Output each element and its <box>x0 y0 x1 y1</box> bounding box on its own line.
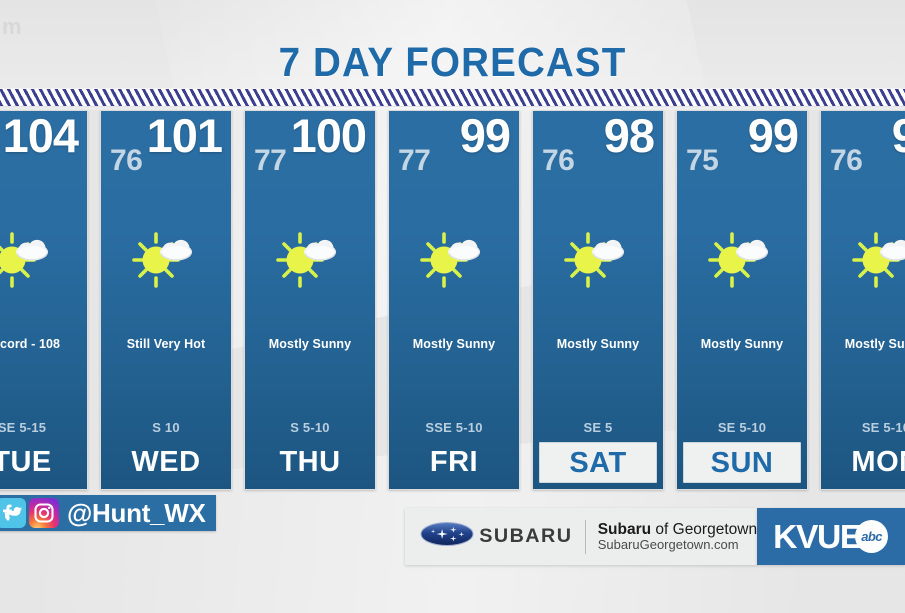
social-handle-text: @Hunt_WX <box>67 497 206 528</box>
temperature-group: 99 77 <box>389 110 519 185</box>
sun-behind-cloud-icon <box>245 216 375 302</box>
subaru-wordmark: SUBARU <box>479 525 573 547</box>
sun-behind-cloud-icon <box>677 216 807 302</box>
instagram-icon[interactable] <box>29 498 59 528</box>
forecast-day-column: 99 76 Mostly Sunny SE 5-10 MON <box>820 110 905 490</box>
low-temperature: 77 <box>398 144 431 177</box>
kvue-logo[interactable]: KVUE abc <box>757 508 905 565</box>
wind-text: SSE 5-10 <box>425 420 483 435</box>
temperature-group: 98 76 <box>533 110 663 185</box>
condition-description: Still Very Hot <box>126 337 206 351</box>
condition-description: Record - 108 <box>0 337 61 351</box>
forecast-day-column: 100 77 Mostly Sunny S 5-10 THU <box>244 110 376 490</box>
day-name: SUN <box>683 442 801 483</box>
corner-watermark: m <box>2 14 22 39</box>
low-temperature: 76 <box>542 144 575 177</box>
day-name: WED <box>131 446 201 478</box>
wind-text: S 10 <box>152 420 180 435</box>
subaru-logo-icon <box>419 519 475 554</box>
day-name: FRI <box>429 446 479 478</box>
sponsor-dealer-info: Subaru of Georgetown SubaruGeorgetown.co… <box>598 521 757 553</box>
forecast-day-column: 101 76 Still Very Hot S 10 WED <box>100 110 232 490</box>
sun-behind-cloud-icon <box>533 216 663 302</box>
low-temperature: 77 <box>254 144 287 177</box>
forecast-day-column: 98 76 Mostly Sunny SE 5 SAT <box>532 110 664 490</box>
wind-text: SE 5-10 <box>861 420 905 435</box>
day-name: THU <box>279 446 341 478</box>
forecast-day-column: 99 75 Mostly Sunny SE 5-10 SUN <box>676 110 808 490</box>
low-temperature: 76 <box>110 144 143 177</box>
high-temperature: 104 <box>2 110 79 162</box>
high-temperature: 101 <box>146 110 223 162</box>
condition-description: Mostly Sunny <box>268 337 352 351</box>
sun-behind-cloud-icon <box>101 216 231 302</box>
temperature-group: 104 <box>0 110 87 185</box>
social-handle-bar: @Hunt_WX <box>0 495 216 531</box>
day-name: SAT <box>539 442 657 483</box>
day-name: MON <box>851 446 905 478</box>
kvue-callsign: KVUE <box>773 517 862 555</box>
dealer-website: SubaruGeorgetown.com <box>597 536 739 552</box>
high-temperature: 99 <box>747 110 799 162</box>
sponsor-divider <box>584 519 586 554</box>
sun-behind-cloud-icon <box>389 216 519 302</box>
temperature-group: 101 76 <box>101 110 231 185</box>
abc-network-label: abc <box>861 529 882 544</box>
high-temperature: 99 <box>892 112 905 159</box>
day-name: TUE <box>0 446 52 478</box>
sun-behind-cloud-icon <box>0 216 87 302</box>
high-temperature: 98 <box>603 110 655 162</box>
twitter-icon[interactable] <box>0 498 26 528</box>
forecast-day-column: 104 Record - 108 SE 5-15 TUE <box>0 110 88 490</box>
temperature-group: 99 75 <box>677 110 807 185</box>
page-title: 7 DAY FORECAST <box>278 39 627 85</box>
high-temperature: 99 <box>459 110 511 162</box>
striped-divider <box>0 88 905 107</box>
dealer-name-prefix: Subaru <box>597 520 652 538</box>
condition-description: Mostly Sunny <box>700 337 784 351</box>
dealer-name: Subaru of Georgetown <box>598 521 757 538</box>
condition-description: Mostly Sunny <box>412 337 496 351</box>
condition-description: Mostly Sunny <box>556 337 640 351</box>
high-temperature: 100 <box>290 110 367 162</box>
low-temperature: 75 <box>686 144 719 177</box>
low-temperature: 76 <box>830 144 863 177</box>
wind-text: SE 5 <box>583 420 613 435</box>
wind-text: SE 5-15 <box>0 420 47 435</box>
wind-text: S 5-10 <box>290 420 330 435</box>
sun-behind-cloud-icon <box>821 216 905 302</box>
dealer-name-suffix: of Georgetown <box>651 520 758 538</box>
sponsor-bar[interactable]: SUBARU Subaru of Georgetown SubaruGeorge… <box>405 508 757 565</box>
wind-text: SE 5-10 <box>717 420 767 435</box>
forecast-day-column: 99 77 Mostly Sunny SSE 5-10 FRI <box>388 110 520 490</box>
temperature-group: 99 76 <box>821 112 905 185</box>
condition-description: Mostly Sunny <box>844 337 905 351</box>
temperature-group: 100 77 <box>245 110 375 185</box>
abc-network-icon: abc <box>855 520 889 553</box>
